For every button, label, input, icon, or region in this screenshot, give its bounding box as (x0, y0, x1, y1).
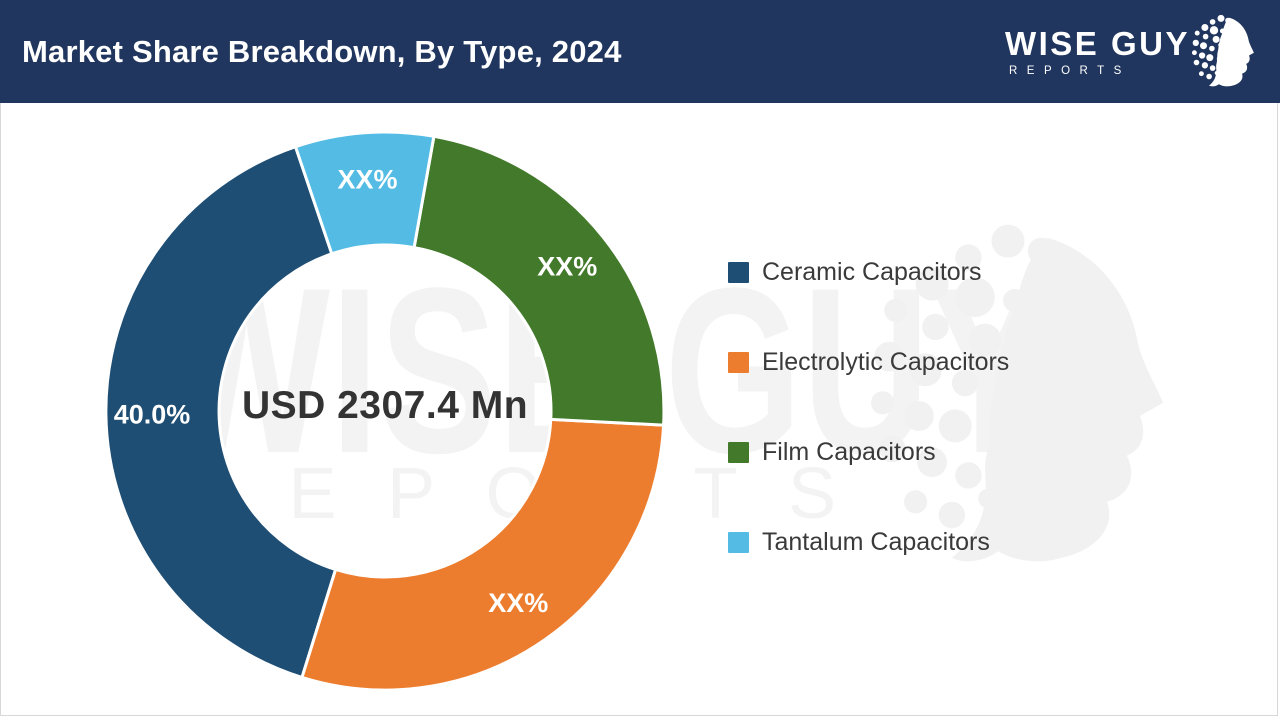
legend-item-label: Ceramic Capacitors (762, 257, 982, 286)
legend-swatch-icon (728, 261, 749, 283)
legend-item: Tantalum Capacitors (728, 522, 1009, 562)
legend-swatch-icon (728, 531, 749, 553)
segment-label: XX% (337, 164, 397, 194)
legend-item-label: Film Capacitors (762, 437, 936, 466)
donut-segment-electrolytic-capacitors (300, 417, 666, 692)
legend-item-label: Electrolytic Capacitors (762, 347, 1010, 376)
logo-subtext: REPORTS (1008, 64, 1131, 77)
legend-item-label: Tantalum Capacitors (762, 527, 990, 556)
donut-segment-tantalum-capacitors (294, 130, 436, 256)
header: Market Share Breakdown, By Type, 2024 WI… (0, 0, 1280, 103)
page-title: Market Share Breakdown, By Type, 2024 (22, 33, 622, 69)
logo-face-icon (1191, 14, 1254, 86)
legend-swatch-icon (728, 441, 749, 463)
legend-item: Film Capacitors (728, 432, 1009, 472)
legend-item: Ceramic Capacitors (728, 252, 1009, 292)
segment-label: XX% (537, 252, 597, 282)
donut-center-value: USD 2307.4 Mn (241, 384, 529, 427)
legend-swatch-icon (728, 351, 749, 373)
logo-wordmark: WISE GUY (1004, 24, 1190, 62)
wise-guy-logo: WISE GUY REPORTS (1005, 12, 1256, 92)
donut-segment-ceramic-capacitors (104, 145, 338, 679)
legend-item: Electrolytic Capacitors (728, 342, 1009, 382)
segment-label: XX% (488, 588, 548, 618)
legend: Ceramic Capacitors Electrolytic Capacitor… (728, 252, 1009, 612)
donut-segment-film-capacitors (412, 134, 666, 427)
logo-text: WISE GUY REPORTS (1005, 27, 1190, 77)
segment-label: 40.0% (114, 400, 191, 430)
